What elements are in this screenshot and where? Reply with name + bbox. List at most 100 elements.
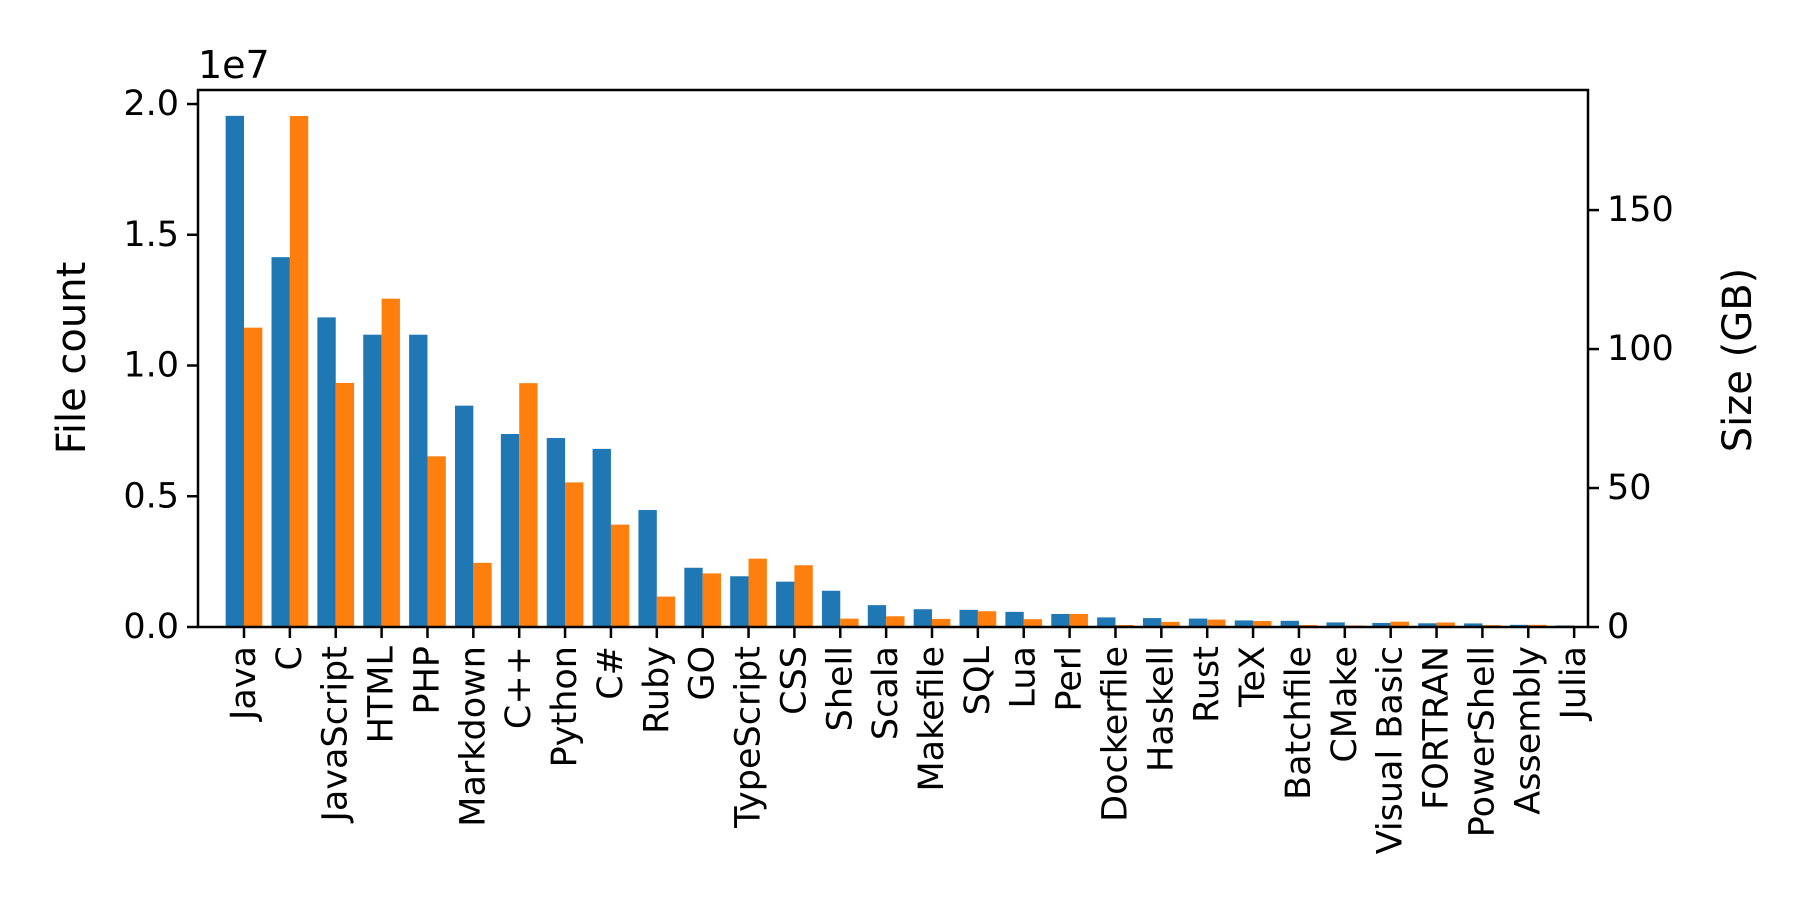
x-tick-label-c: C <box>270 646 310 670</box>
x-tick-label-php: PHP <box>407 646 447 715</box>
x-tick-label-html: HTML <box>362 646 402 744</box>
bar-size-gb-makefile <box>932 618 951 627</box>
bar-size-gb-c <box>289 116 309 627</box>
bar-size-gb-ruby <box>656 596 676 627</box>
bar-file-count-c- <box>500 434 520 627</box>
bar-size-gb-c- <box>610 524 630 627</box>
x-tick-label-assembly: Assembly <box>1508 646 1548 815</box>
bar-file-count-c- <box>592 448 611 627</box>
bar-size-gb-javascript <box>335 382 355 627</box>
bar-file-count-makefile <box>913 609 933 627</box>
x-tick-label-batchfile: Batchfile <box>1279 646 1319 800</box>
x-tick-label-visual-basic: Visual Basic <box>1371 646 1411 854</box>
right-axis-label: Size (GB) <box>1715 268 1761 452</box>
bar-file-count-python <box>546 438 566 627</box>
bar-file-count-rust <box>1188 618 1208 627</box>
x-tick-label-haskell: Haskell <box>1141 646 1181 772</box>
bar-file-count-sql <box>959 609 978 627</box>
x-tick-label-shell: Shell <box>820 646 860 731</box>
bar-file-count-haskell <box>1142 618 1162 627</box>
plot-border <box>196 88 1590 629</box>
x-tick-label-typescript: TypeScript <box>729 646 769 829</box>
bar-size-gb-visual-basic <box>1390 621 1410 627</box>
y-axis-left-ticks: 0.0 0.5 1.0 1.5 2.0 <box>123 84 198 647</box>
bar-file-count-markdown <box>454 405 474 627</box>
x-tick-label-ruby: Ruby <box>637 646 677 734</box>
y-axis-offset-text: 1e7 <box>198 43 270 87</box>
bar-file-count-batchfile <box>1280 620 1299 627</box>
bar-file-count-cmake <box>1326 622 1345 627</box>
x-tick-label-dockerfile: Dockerfile <box>1095 646 1135 822</box>
bar-size-gb-tex <box>1253 621 1272 627</box>
bar-file-count-tex <box>1234 620 1254 627</box>
x-tick-label-julia: Julia <box>1554 646 1594 721</box>
bar-file-count-shell <box>821 590 841 627</box>
x-tick-label-perl: Perl <box>1050 646 1090 712</box>
y-tick-label-left: 0.0 <box>123 607 179 647</box>
bar-file-count-css <box>776 581 795 627</box>
bar-size-gb-sql <box>977 611 997 627</box>
x-tick-label-scala: Scala <box>866 646 906 740</box>
y-tick-label-right: 0 <box>1607 607 1629 647</box>
x-tick-label-markdown: Markdown <box>453 646 493 827</box>
bar-size-gb-fortran <box>1436 622 1455 627</box>
x-axis-ticks: Java C JavaScript HTML PHP Markdown C++ Python C… <box>224 627 1594 854</box>
y-tick-label-left: 2.0 <box>123 84 179 124</box>
bar-file-count-dockerfile <box>1097 617 1116 627</box>
bar-file-count-go <box>684 567 703 627</box>
x-tick-label-java: Java <box>224 646 264 722</box>
bar-file-count-scala <box>867 605 887 627</box>
x-tick-label-tex: TeX <box>1233 646 1273 708</box>
bar-size-gb-python <box>565 482 584 627</box>
bar-file-count-ruby <box>638 510 657 627</box>
bar-size-gb-shell <box>840 618 859 627</box>
x-tick-label-c-: C# <box>591 646 631 700</box>
x-tick-label-python: Python <box>545 646 585 767</box>
x-tick-label-javascript: JavaScript <box>316 646 356 823</box>
bar-file-count-fortran <box>1418 623 1437 627</box>
x-tick-label-fortran: FORTRAN <box>1417 646 1457 810</box>
bar-size-gb-haskell <box>1161 621 1180 627</box>
bar-size-gb-perl <box>1069 613 1088 627</box>
x-tick-label-go: GO <box>683 646 723 701</box>
bar-file-count-typescript <box>730 576 749 627</box>
y-tick-label-right: 150 <box>1607 190 1674 230</box>
bar-size-gb-css <box>794 565 813 627</box>
x-tick-label-cmake: CMake <box>1325 646 1365 763</box>
y-tick-label-left: 0.5 <box>123 476 179 516</box>
y-tick-label-left: 1.5 <box>123 215 179 255</box>
x-tick-label-rust: Rust <box>1187 646 1227 723</box>
x-tick-label-sql: SQL <box>958 646 998 716</box>
y-tick-label-right: 100 <box>1607 329 1674 369</box>
bar-file-count-perl <box>1051 613 1070 627</box>
bar-size-gb-php <box>427 456 446 627</box>
bar-file-count-php <box>409 334 428 627</box>
bar-size-gb-scala <box>886 616 905 627</box>
bar-size-gb-lua <box>1023 619 1043 627</box>
y-tick-label-left: 1.0 <box>123 346 179 386</box>
x-tick-label-c-: C++ <box>499 646 539 729</box>
bar-size-gb-typescript <box>748 558 767 627</box>
bar-size-gb-markdown <box>473 562 492 627</box>
bar-size-gb-c- <box>519 383 538 627</box>
bar-file-count-lua <box>1005 611 1024 627</box>
x-tick-label-makefile: Makefile <box>912 646 952 792</box>
left-axis-label: File count <box>49 262 95 455</box>
x-tick-label-lua: Lua <box>1004 646 1044 709</box>
bar-file-count-java <box>225 115 244 627</box>
bar-size-gb-html <box>381 298 400 627</box>
bar-file-count-c <box>271 257 290 627</box>
x-tick-label-css: CSS <box>774 646 814 715</box>
bar-file-count-html <box>363 334 382 627</box>
bar-file-count-visual-basic <box>1372 622 1391 627</box>
y-tick-label-right: 50 <box>1607 468 1652 508</box>
bar-file-count-javascript <box>317 317 336 627</box>
bar-size-gb-rust <box>1207 619 1226 627</box>
bars-layer <box>225 115 1593 627</box>
bar-size-gb-go <box>702 573 722 627</box>
y-axis-right-ticks: 0 50 100 150 <box>1588 190 1674 647</box>
x-tick-label-powershell: PowerShell <box>1462 646 1502 837</box>
bar-file-count-powershell <box>1464 623 1483 627</box>
